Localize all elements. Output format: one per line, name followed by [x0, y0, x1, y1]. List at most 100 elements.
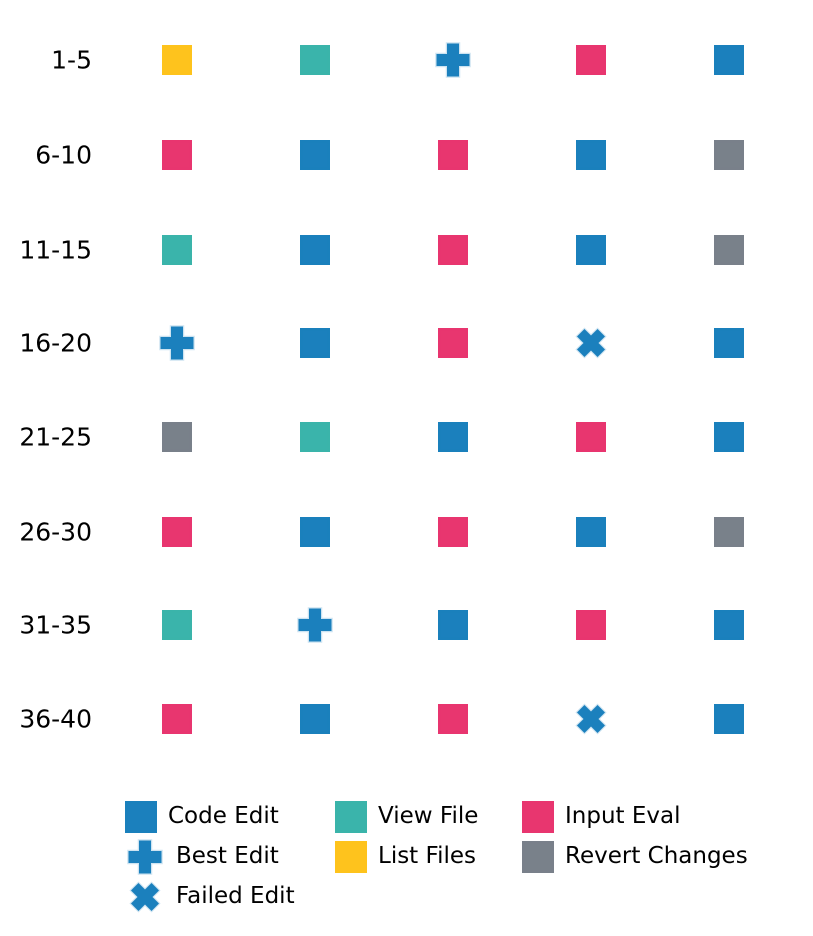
- square-icon: [714, 610, 744, 640]
- code-edit-marker: [438, 422, 468, 452]
- square-icon: [300, 45, 330, 75]
- square-icon: [162, 235, 192, 265]
- legend-label: Revert Changes: [565, 843, 748, 870]
- square-icon: [438, 610, 468, 640]
- square-icon: [576, 610, 606, 640]
- square-icon: [300, 140, 330, 170]
- legend-item-list-files: List Files: [335, 841, 476, 873]
- code-edit-marker: [300, 140, 330, 170]
- code-edit-marker: [714, 328, 744, 358]
- square-icon: [438, 517, 468, 547]
- failed-edit-marker: [571, 323, 611, 363]
- failed-edit-marker: [571, 699, 611, 739]
- legend-item-code-edit: Code Edit: [125, 801, 279, 833]
- input-eval-marker: [162, 517, 192, 547]
- legend-label: List Files: [378, 843, 476, 870]
- square-icon: [300, 328, 330, 358]
- code-edit-marker: [300, 517, 330, 547]
- row-label: 11-15: [19, 235, 92, 265]
- view-file-marker: [300, 422, 330, 452]
- square-icon: [335, 841, 367, 873]
- code-edit-marker: [576, 235, 606, 265]
- square-icon: [162, 140, 192, 170]
- square-icon: [714, 140, 744, 170]
- input-eval-marker: [162, 140, 192, 170]
- square-icon: [438, 328, 468, 358]
- square-icon: [335, 801, 367, 833]
- square-icon: [576, 422, 606, 452]
- legend-item-view-file: View File: [335, 801, 478, 833]
- plus-icon: [435, 42, 471, 78]
- best-edit-marker: [157, 323, 197, 363]
- square-icon: [576, 517, 606, 547]
- square-icon: [300, 235, 330, 265]
- row-label: 16-20: [19, 328, 92, 358]
- code-edit-marker: [714, 45, 744, 75]
- square-icon: [125, 801, 157, 833]
- input-eval-marker: [576, 45, 606, 75]
- legend-label: Code Edit: [168, 803, 279, 830]
- square-icon: [522, 801, 554, 833]
- legend-label: View File: [378, 803, 479, 830]
- square-icon: [714, 328, 744, 358]
- code-edit-marker: [714, 422, 744, 452]
- row-label: 6-10: [35, 140, 92, 170]
- square-icon: [300, 704, 330, 734]
- input-eval-marker: [576, 610, 606, 640]
- square-icon: [162, 422, 192, 452]
- input-eval-marker: [162, 704, 192, 734]
- revert-changes-marker: [714, 140, 744, 170]
- legend-label: Failed Edit: [176, 883, 295, 910]
- square-icon: [714, 422, 744, 452]
- code-edit-marker: [576, 140, 606, 170]
- square-icon: [714, 45, 744, 75]
- revert-changes-marker: [714, 517, 744, 547]
- square-icon: [576, 235, 606, 265]
- square-icon: [522, 841, 554, 873]
- input-eval-marker: [438, 235, 468, 265]
- square-icon: [162, 610, 192, 640]
- revert-changes-marker: [162, 422, 192, 452]
- square-icon: [162, 704, 192, 734]
- view-file-marker: [162, 235, 192, 265]
- input-eval-marker: [438, 517, 468, 547]
- row-label: 31-35: [19, 610, 92, 640]
- code-edit-marker: [438, 610, 468, 640]
- row-label: 26-30: [19, 517, 92, 547]
- square-icon: [162, 45, 192, 75]
- square-icon: [576, 140, 606, 170]
- plus-icon: [297, 607, 333, 643]
- legend-label: Best Edit: [176, 843, 279, 870]
- best-edit-marker: [433, 40, 473, 80]
- view-file-marker: [300, 45, 330, 75]
- code-edit-marker: [300, 235, 330, 265]
- square-icon: [438, 422, 468, 452]
- legend-item-revert-changes: Revert Changes: [522, 841, 748, 873]
- row-label: 1-5: [51, 45, 92, 75]
- input-eval-marker: [438, 140, 468, 170]
- code-edit-marker: [714, 704, 744, 734]
- view-file-marker: [162, 610, 192, 640]
- square-icon: [300, 422, 330, 452]
- code-edit-marker: [300, 328, 330, 358]
- row-label: 36-40: [19, 704, 92, 734]
- square-icon: [714, 235, 744, 265]
- square-icon: [162, 517, 192, 547]
- list-files-marker: [162, 45, 192, 75]
- legend-item-best-edit: Best Edit: [125, 837, 279, 877]
- revert-changes-marker: [714, 235, 744, 265]
- square-icon: [438, 140, 468, 170]
- code-edit-marker: [576, 517, 606, 547]
- input-eval-marker: [438, 704, 468, 734]
- row-label: 21-25: [19, 422, 92, 452]
- square-icon: [576, 45, 606, 75]
- plus-icon: [159, 325, 195, 361]
- cross-icon: [575, 327, 607, 359]
- legend-item-failed-edit: Failed Edit: [125, 877, 295, 917]
- square-icon: [300, 517, 330, 547]
- square-icon: [438, 235, 468, 265]
- legend-item-input-eval: Input Eval: [522, 801, 681, 833]
- plus-icon: [127, 839, 163, 875]
- cross-icon: [575, 703, 607, 735]
